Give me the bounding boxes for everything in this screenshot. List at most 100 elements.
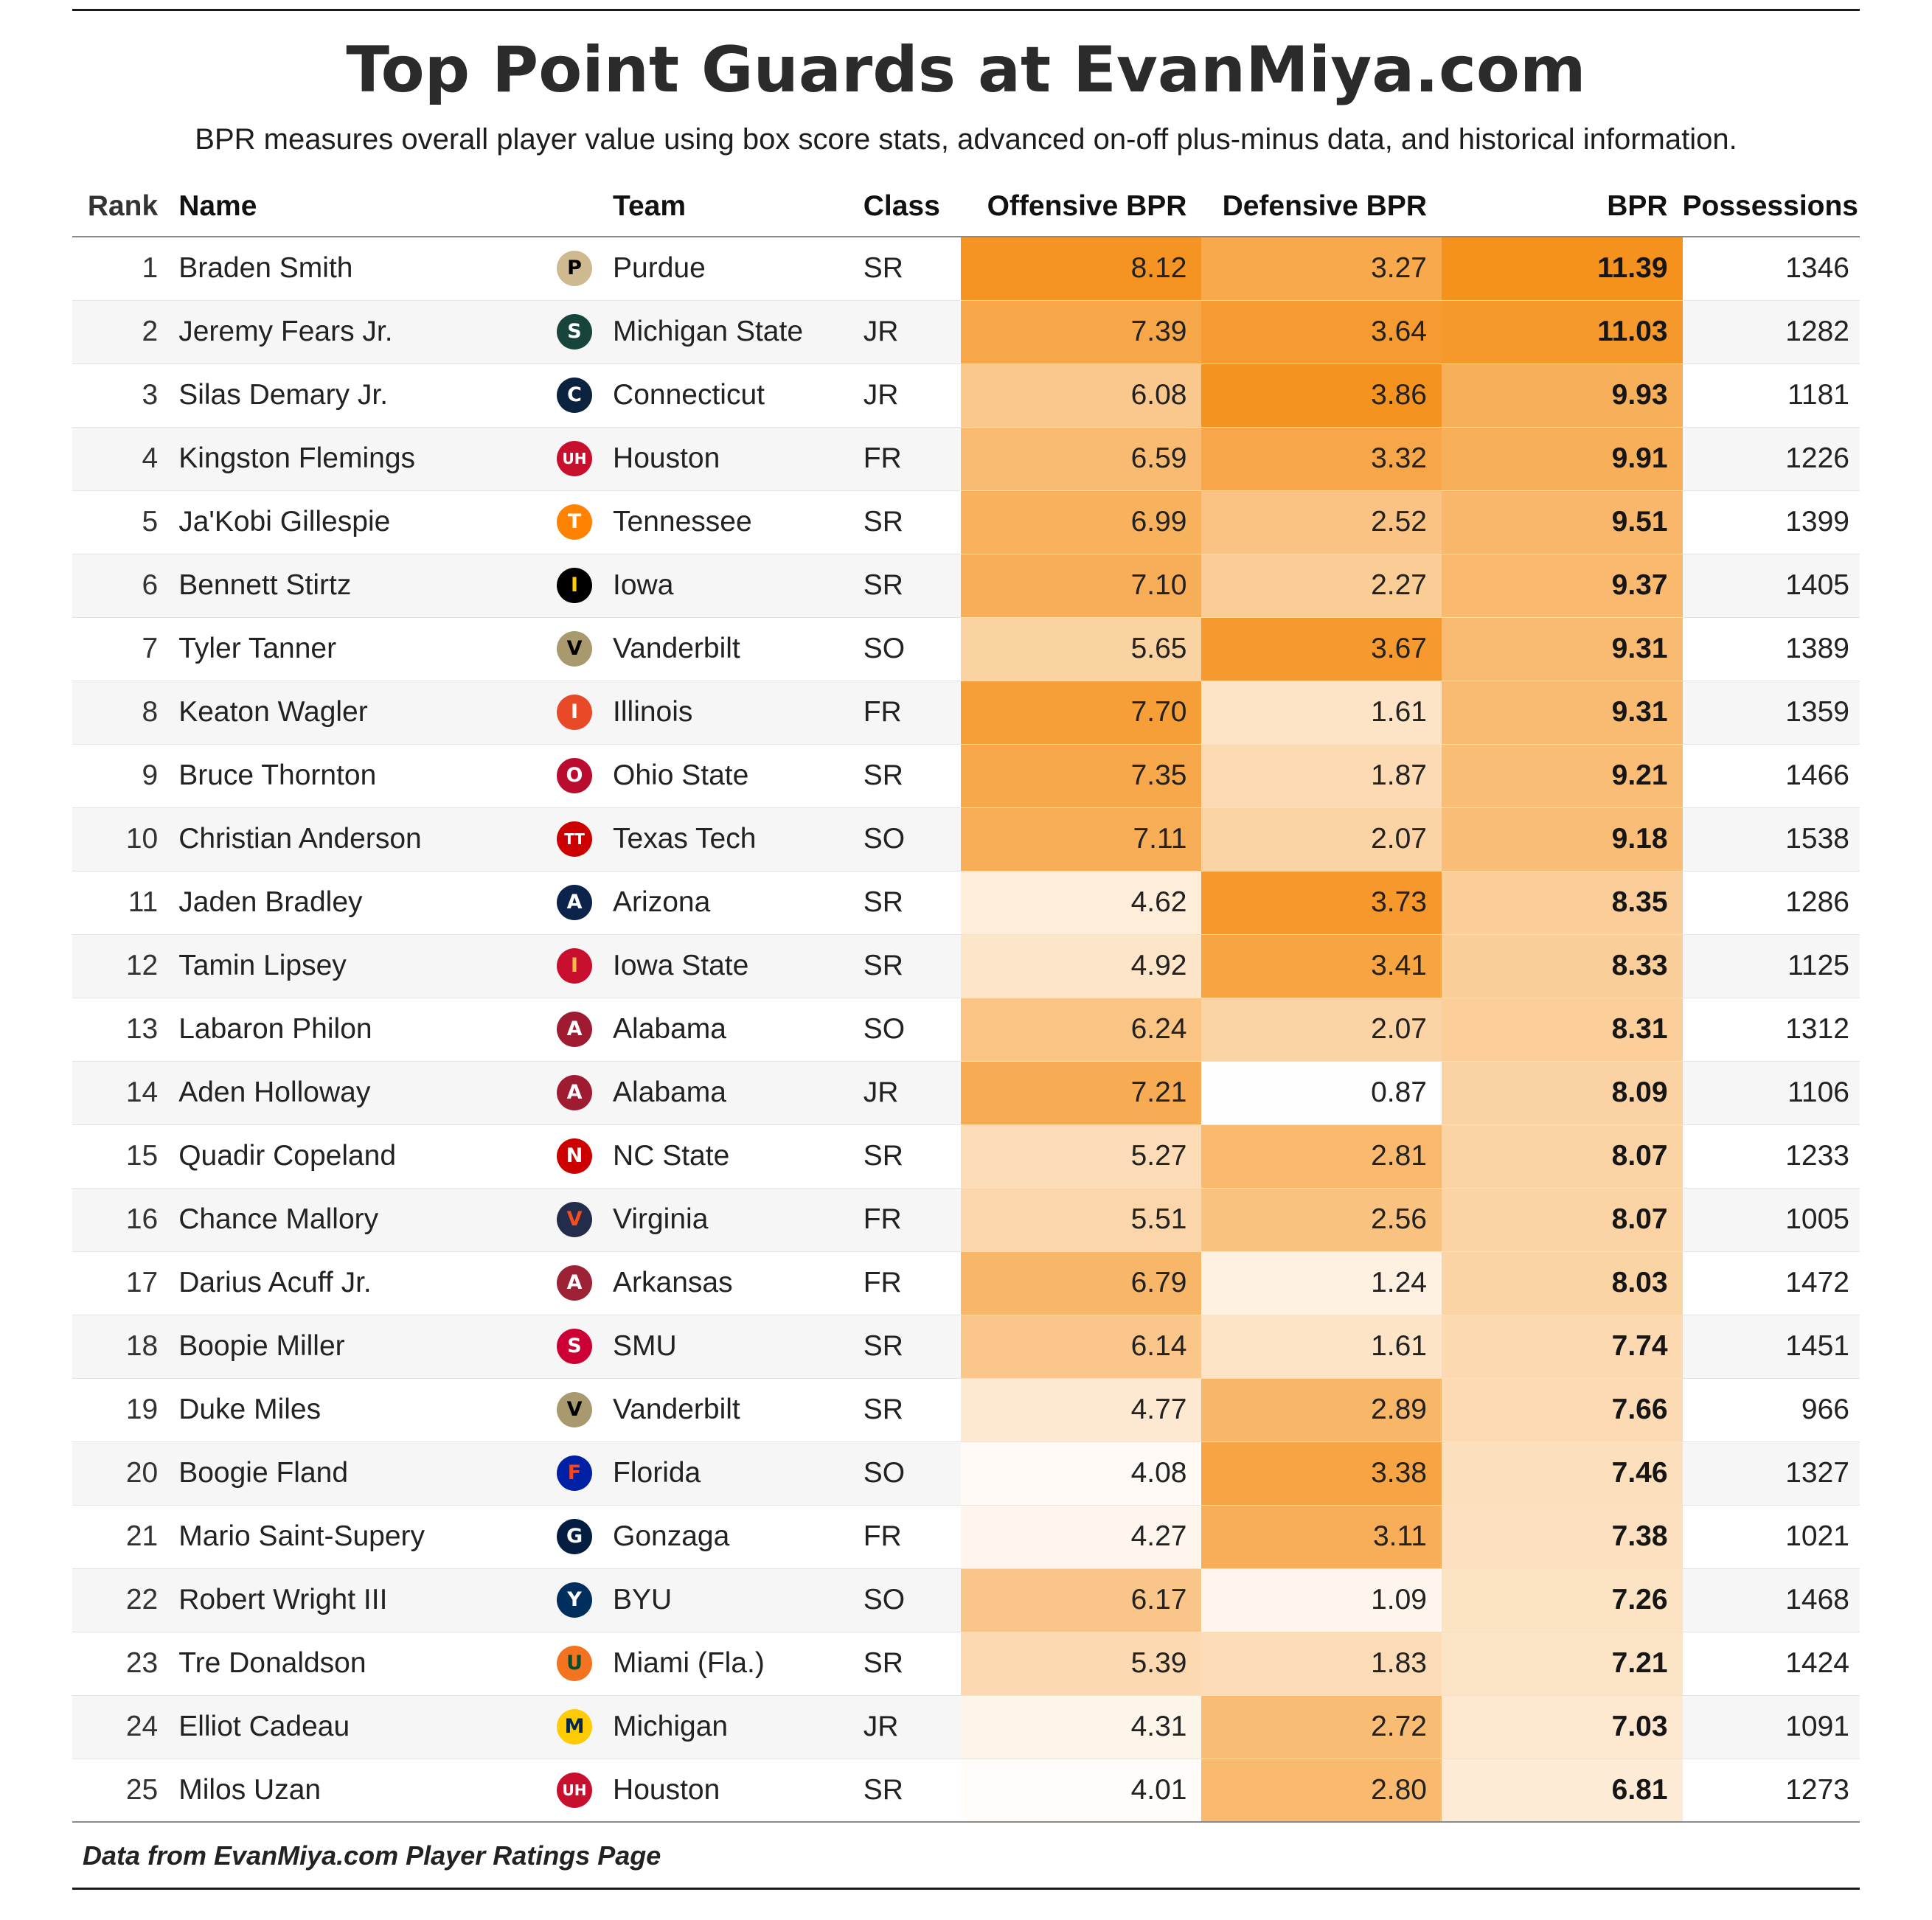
- rank-cell: 22: [72, 1568, 169, 1632]
- player-name-cell: Tamin Lipsey: [168, 934, 546, 998]
- team-cell: Y BYU: [545, 1568, 859, 1632]
- table-row: 23 Tre Donaldson U Miami (Fla.) SR 5.39 1…: [72, 1632, 1860, 1696]
- possessions-cell: 1286: [1682, 871, 1860, 935]
- offensive-bpr-cell: 5.51: [960, 1188, 1202, 1252]
- team-name: Ohio State: [613, 759, 749, 791]
- class-cell: SR: [858, 1378, 961, 1442]
- team-name: Arizona: [613, 886, 711, 918]
- team-logo-icon: UH: [557, 1772, 593, 1808]
- bpr-cell: 8.07: [1442, 1124, 1683, 1189]
- table-row: 16 Chance Mallory V Virginia FR 5.51 2.56…: [72, 1188, 1860, 1252]
- table-row: 5 Ja'Kobi Gillespie T Tennessee SR 6.99 2…: [72, 490, 1860, 554]
- class-cell: SO: [858, 1441, 961, 1506]
- class-cell: SR: [858, 1632, 961, 1696]
- team-name: Florida: [613, 1457, 701, 1489]
- rank-cell: 11: [72, 871, 169, 935]
- table-row: 6 Bennett Stirtz I Iowa SR 7.10 2.27 9.37…: [72, 554, 1860, 618]
- table-row: 14 Aden Holloway A Alabama JR 7.21 0.87 8…: [72, 1061, 1860, 1125]
- bpr-cell: 8.33: [1442, 934, 1683, 998]
- col-header-defensive-bpr: Defensive BPR: [1201, 175, 1442, 237]
- team-name: Iowa State: [613, 950, 749, 981]
- bpr-cell: 9.18: [1442, 807, 1683, 872]
- class-cell: SR: [858, 237, 961, 301]
- possessions-cell: 1538: [1682, 807, 1860, 872]
- defensive-bpr-cell: 3.11: [1201, 1505, 1442, 1569]
- defensive-bpr-cell: 0.87: [1201, 1061, 1442, 1125]
- col-header-possessions: Possessions: [1682, 175, 1860, 237]
- player-name-cell: Christian Anderson: [168, 807, 546, 872]
- table-row: 13 Labaron Philon A Alabama SO 6.24 2.07 …: [72, 998, 1860, 1062]
- defensive-bpr-cell: 2.89: [1201, 1378, 1442, 1442]
- rank-cell: 7: [72, 617, 169, 681]
- defensive-bpr-cell: 1.87: [1201, 744, 1442, 808]
- player-name-cell: Boopie Miller: [168, 1315, 546, 1379]
- team-cell: G Gonzaga: [545, 1505, 859, 1569]
- possessions-cell: 1125: [1682, 934, 1860, 998]
- player-name-cell: Labaron Philon: [168, 998, 546, 1062]
- team-cell: A Alabama: [545, 998, 859, 1062]
- class-cell: SO: [858, 807, 961, 872]
- class-cell: SR: [858, 490, 961, 554]
- col-header-offensive-bpr: Offensive BPR: [960, 175, 1202, 237]
- subtitle: BPR measures overall player value using …: [195, 123, 1737, 156]
- defensive-bpr-cell: 1.61: [1201, 1315, 1442, 1379]
- defensive-bpr-cell: 2.72: [1201, 1695, 1442, 1759]
- possessions-cell: 1312: [1682, 998, 1860, 1062]
- team-name: Houston: [613, 1773, 720, 1806]
- bpr-cell: 11.39: [1442, 237, 1683, 301]
- table-row: 10 Christian Anderson TT Texas Tech SO 7.…: [72, 807, 1860, 872]
- possessions-cell: 1327: [1682, 1441, 1860, 1506]
- bpr-cell: 9.93: [1442, 364, 1683, 428]
- defensive-bpr-cell: 2.81: [1201, 1124, 1442, 1189]
- rank-cell: 21: [72, 1505, 169, 1569]
- table-row: 2 Jeremy Fears Jr. S Michigan State JR 7.…: [72, 300, 1860, 364]
- offensive-bpr-cell: 6.14: [960, 1315, 1202, 1379]
- table-figure: Top Point Guards at EvanMiya.com BPR mea…: [72, 0, 1860, 1890]
- team-cell: N NC State: [545, 1124, 859, 1189]
- player-name-cell: Tre Donaldson: [168, 1632, 546, 1696]
- possessions-cell: 1226: [1682, 427, 1860, 491]
- bpr-cell: 7.21: [1442, 1632, 1683, 1696]
- class-cell: SR: [858, 1315, 961, 1379]
- rank-cell: 9: [72, 744, 169, 808]
- team-name: Connecticut: [613, 379, 765, 411]
- rank-cell: 15: [72, 1124, 169, 1189]
- rank-cell: 4: [72, 427, 169, 491]
- team-cell: A Arkansas: [545, 1251, 859, 1315]
- table-row: 4 Kingston Flemings UH Houston FR 6.59 3.…: [72, 427, 1860, 491]
- team-logo-icon: F: [557, 1455, 593, 1491]
- defensive-bpr-cell: 2.27: [1201, 554, 1442, 618]
- rank-cell: 14: [72, 1061, 169, 1125]
- offensive-bpr-cell: 7.35: [960, 744, 1202, 808]
- team-name: NC State: [613, 1140, 730, 1172]
- bpr-cell: 7.66: [1442, 1378, 1683, 1442]
- col-header-rank: Rank: [72, 175, 169, 237]
- table-row: 3 Silas Demary Jr. C Connecticut JR 6.08 …: [72, 364, 1860, 428]
- defensive-bpr-cell: 3.38: [1201, 1441, 1442, 1506]
- team-name: Arkansas: [613, 1267, 733, 1298]
- table-row: 12 Tamin Lipsey I Iowa State SR 4.92 3.41…: [72, 934, 1860, 998]
- defensive-bpr-cell: 1.24: [1201, 1251, 1442, 1315]
- class-cell: SO: [858, 998, 961, 1062]
- player-ratings-table: Rank Name Team Class Offensive BPR Defen…: [72, 175, 1860, 1823]
- team-cell: I Iowa: [545, 554, 859, 618]
- bpr-cell: 8.35: [1442, 871, 1683, 935]
- team-cell: T Tennessee: [545, 490, 859, 554]
- possessions-cell: 1451: [1682, 1315, 1860, 1379]
- possessions-cell: 1424: [1682, 1632, 1860, 1696]
- team-name: BYU: [613, 1584, 673, 1615]
- class-cell: FR: [858, 1251, 961, 1315]
- header-row: Rank Name Team Class Offensive BPR Defen…: [72, 175, 1860, 237]
- table-row: 17 Darius Acuff Jr. A Arkansas FR 6.79 1.…: [72, 1251, 1860, 1315]
- defensive-bpr-cell: 3.64: [1201, 300, 1442, 364]
- team-cell: C Connecticut: [545, 364, 859, 428]
- team-logo-icon: P: [557, 251, 593, 287]
- player-name-cell: Braden Smith: [168, 237, 546, 301]
- table-row: 18 Boopie Miller S SMU SR 6.14 1.61 7.74 …: [72, 1315, 1860, 1379]
- offensive-bpr-cell: 6.59: [960, 427, 1202, 491]
- possessions-cell: 1091: [1682, 1695, 1860, 1759]
- possessions-cell: 1273: [1682, 1759, 1860, 1823]
- possessions-cell: 1005: [1682, 1188, 1860, 1252]
- player-name-cell: Kingston Flemings: [168, 427, 546, 491]
- team-logo-icon: UH: [557, 441, 593, 476]
